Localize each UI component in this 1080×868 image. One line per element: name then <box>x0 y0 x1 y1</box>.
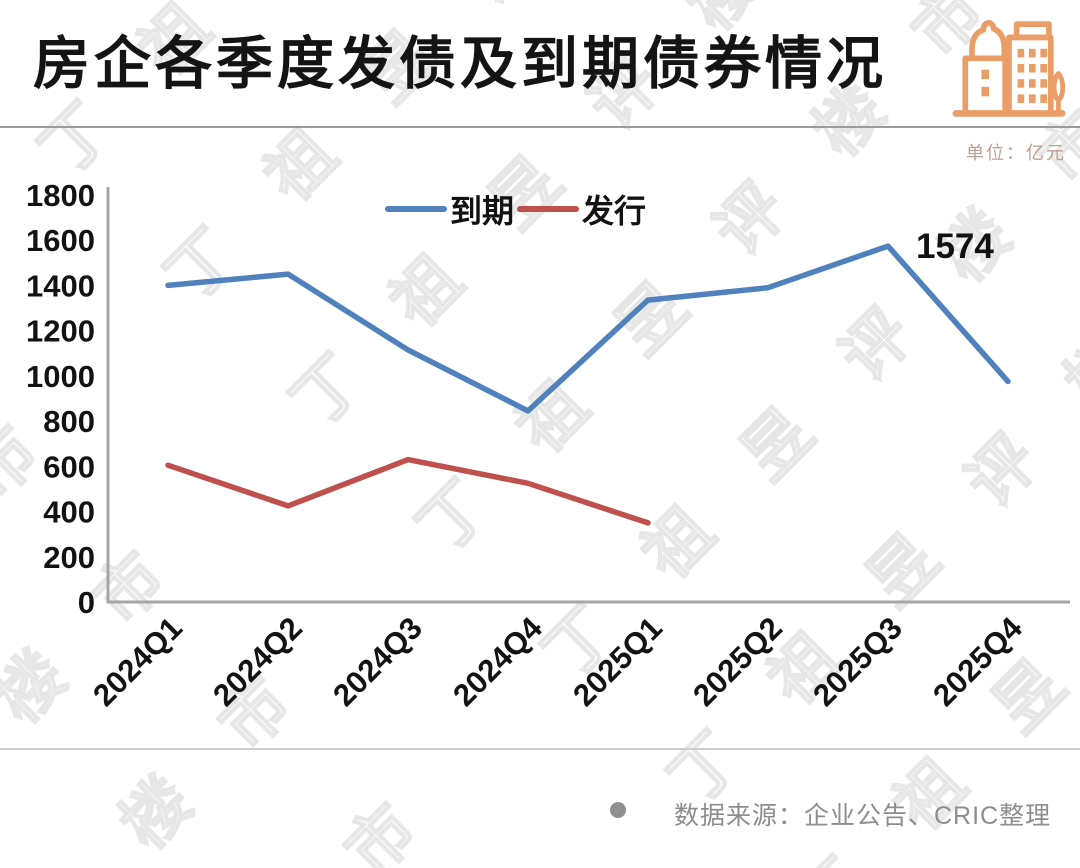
y-tick-label: 600 <box>43 449 95 484</box>
x-tick-label: 2024Q3 <box>326 610 429 713</box>
title-divider <box>0 126 1080 128</box>
footer: 数据来源：企业公告、CRIC整理 <box>0 796 1080 836</box>
y-tick-label: 1000 <box>26 359 95 394</box>
footer-divider <box>0 748 1080 750</box>
y-tick-label: 400 <box>43 495 95 530</box>
y-tick-label: 200 <box>43 540 95 575</box>
y-tick-label: 0 <box>78 585 95 620</box>
data-source-text: 数据来源：企业公告、CRIC整理 <box>674 802 1052 830</box>
legend-label-0: 到期 <box>450 193 514 229</box>
x-tick-label: 2025Q3 <box>806 610 909 713</box>
y-tick-label: 1200 <box>26 314 95 349</box>
x-tick-label: 2025Q4 <box>926 610 1029 713</box>
buildings-icon <box>952 20 1066 117</box>
x-tick-label: 2024Q4 <box>446 610 549 713</box>
series-line-0 <box>165 243 1011 414</box>
x-tick-label: 2024Q2 <box>206 610 309 713</box>
page-title: 房企各季度发债及到期债券情况 <box>33 32 887 96</box>
y-tick-label: 800 <box>43 404 95 439</box>
x-tick-label: 2025Q1 <box>566 610 669 713</box>
point-annotation: 1574 <box>916 227 994 266</box>
x-tick-label: 2025Q2 <box>686 610 789 713</box>
series-line-1 <box>165 456 651 526</box>
y-tick-label: 1600 <box>26 223 95 258</box>
y-tick-label: 1800 <box>26 178 95 213</box>
axes <box>106 187 1070 604</box>
x-tick-label: 2024Q1 <box>86 610 189 713</box>
y-tick-label: 1400 <box>26 268 95 303</box>
unit-label: 单位：亿元 <box>966 143 1066 163</box>
legend-label-1: 发行 <box>582 193 646 229</box>
source-bullet-icon <box>610 802 626 818</box>
